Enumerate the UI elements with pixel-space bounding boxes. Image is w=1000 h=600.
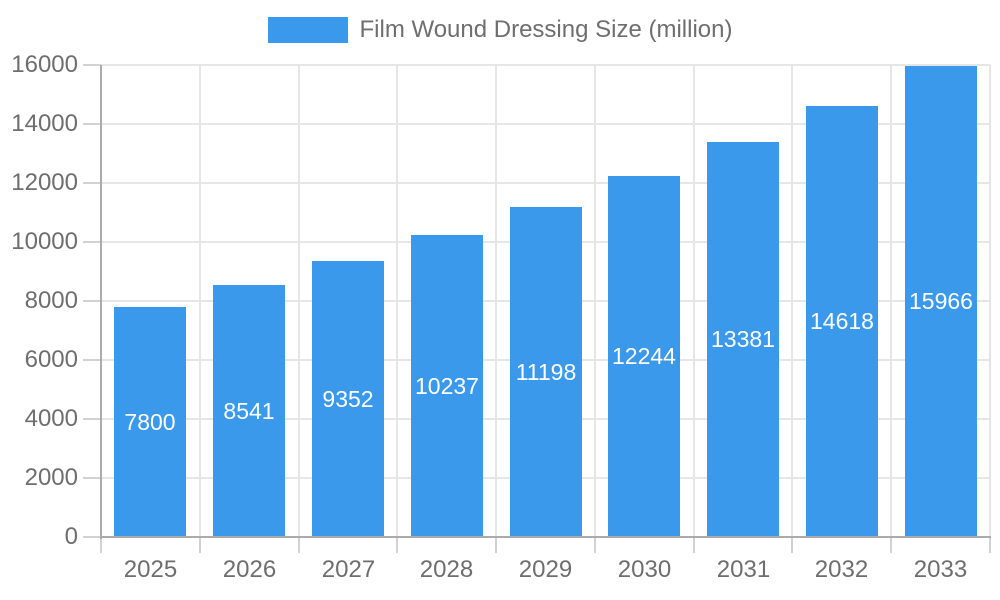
x-tick-label: 2031 xyxy=(716,556,771,583)
y-tick xyxy=(83,64,101,66)
y-tick-label: 4000 xyxy=(24,405,78,432)
bar-value-label: 13381 xyxy=(711,326,775,352)
y-gridline xyxy=(101,182,990,184)
bar-value-label: 12244 xyxy=(612,343,676,369)
y-gridline xyxy=(101,123,990,125)
x-gridline xyxy=(199,65,201,537)
y-tick xyxy=(83,418,101,420)
y-tick-label: 0 xyxy=(64,523,78,550)
bar: 10237 xyxy=(411,235,483,537)
x-gridline xyxy=(890,65,892,537)
y-tick-label: 2000 xyxy=(24,464,78,491)
y-axis-line xyxy=(100,65,102,539)
bar-value-label: 7800 xyxy=(124,408,176,435)
legend-swatch-icon xyxy=(267,17,348,43)
y-tick xyxy=(83,182,101,184)
y-tick-label: 8000 xyxy=(24,287,78,314)
y-tick xyxy=(83,241,101,243)
x-gridline xyxy=(396,65,398,537)
x-gridline xyxy=(594,65,596,537)
x-tick-label: 2027 xyxy=(321,556,376,583)
bar-value-label: 11198 xyxy=(515,358,577,385)
x-tick-label: 2025 xyxy=(123,556,178,583)
x-tick-label: 2032 xyxy=(814,556,869,583)
x-tick-label: 2026 xyxy=(222,556,277,583)
bar-value-label: 10237 xyxy=(415,372,479,399)
x-gridline xyxy=(298,65,300,537)
y-tick-label: 10000 xyxy=(11,228,78,255)
bar: 12244 xyxy=(608,176,680,537)
bar: 8541 xyxy=(213,285,285,537)
y-tick xyxy=(83,536,101,538)
bar: 11198 xyxy=(510,207,582,537)
y-tick-label: 6000 xyxy=(24,346,78,373)
bar: 15966 xyxy=(905,66,977,537)
x-tick xyxy=(495,537,497,553)
y-tick-label: 16000 xyxy=(11,51,78,78)
bar: 13381 xyxy=(707,142,779,537)
x-tick-label: 2033 xyxy=(913,556,968,583)
x-axis-line xyxy=(100,536,991,538)
y-tick-label: 12000 xyxy=(11,169,78,196)
bar: 7800 xyxy=(114,307,186,537)
x-tick xyxy=(199,537,201,553)
x-tick xyxy=(298,537,300,553)
x-tick-label: 2029 xyxy=(518,556,573,583)
y-tick xyxy=(83,300,101,302)
bar-value-label: 8541 xyxy=(223,397,275,424)
x-gridline xyxy=(791,65,793,537)
x-tick xyxy=(100,537,102,553)
y-tick xyxy=(83,477,101,479)
x-tick xyxy=(693,537,695,553)
x-gridline xyxy=(495,65,497,537)
y-tick xyxy=(83,123,101,125)
bar: 14618 xyxy=(806,106,878,537)
bar-value-label: 15966 xyxy=(909,288,973,314)
x-tick-label: 2028 xyxy=(419,556,474,583)
y-tick-label: 14000 xyxy=(11,110,78,137)
bar-value-label: 14618 xyxy=(810,308,874,334)
x-gridline xyxy=(693,65,695,537)
x-gridline xyxy=(989,65,991,537)
x-tick-label: 2030 xyxy=(617,556,672,583)
x-tick xyxy=(594,537,596,553)
bar-value-label: 9352 xyxy=(322,385,374,412)
x-tick xyxy=(791,537,793,553)
y-gridline xyxy=(101,64,990,66)
x-tick xyxy=(396,537,398,553)
bar: 9352 xyxy=(312,261,384,537)
legend-item[interactable]: Film Wound Dressing Size (million) xyxy=(0,17,1000,43)
x-tick xyxy=(989,537,991,553)
y-tick xyxy=(83,359,101,361)
legend-label: Film Wound Dressing Size (million) xyxy=(359,16,733,43)
x-tick xyxy=(890,537,892,553)
